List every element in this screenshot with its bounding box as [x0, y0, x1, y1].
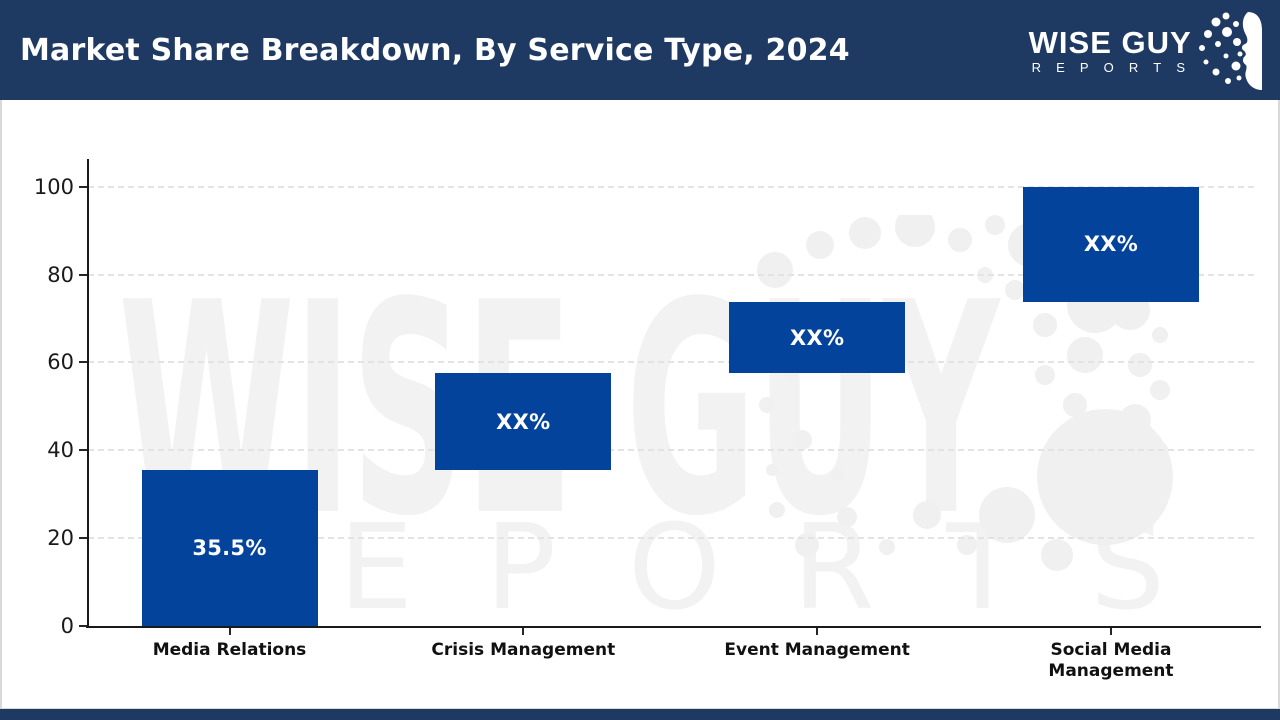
gridline	[88, 273, 1254, 276]
bar-value-label: XX%	[789, 325, 845, 350]
y-tick-mark	[79, 185, 87, 188]
category-label: Event Management	[724, 640, 910, 660]
logo-subtext: R E P O R T S	[1031, 59, 1192, 75]
y-tick-label: 0	[60, 614, 74, 638]
x-tick-mark	[228, 628, 231, 635]
wiseguy-logo: WISE GUY R E P O R T S	[1029, 10, 1262, 90]
chart-title: Market Share Breakdown, By Service Type,…	[20, 32, 850, 68]
y-tick-mark	[79, 449, 87, 452]
y-axis-line	[87, 159, 89, 628]
logo-text: WISE GUY R E P O R T S	[1029, 27, 1192, 74]
bar-segment: XX%	[1022, 186, 1199, 303]
y-tick-mark	[79, 537, 87, 540]
y-tick-label: 100	[33, 174, 74, 199]
bar-segment: XX%	[435, 373, 612, 471]
y-tick-label: 40	[47, 438, 74, 463]
y-tick-label: 60	[47, 350, 74, 375]
header: Market Share Breakdown, By Service Type,…	[0, 0, 1280, 100]
bar-segment: XX%	[729, 302, 906, 374]
x-tick-mark	[522, 628, 525, 635]
x-tick-mark	[1109, 628, 1112, 635]
gridline	[88, 449, 1254, 452]
y-tick-label: 80	[47, 262, 74, 287]
logo-face-icon	[1199, 12, 1262, 90]
gridline	[88, 361, 1254, 364]
category-label: Crisis Management	[431, 640, 616, 660]
category-label: Social Media Management	[1048, 640, 1174, 681]
y-tick-mark	[79, 625, 87, 627]
y-tick-label: 20	[47, 526, 74, 551]
x-tick-mark	[816, 628, 819, 635]
bar-value-label: XX%	[1083, 232, 1139, 257]
y-tick-mark	[79, 273, 87, 276]
y-tick-mark	[79, 361, 87, 364]
gridline	[88, 537, 1254, 540]
bar-segment: 35.5%	[141, 470, 318, 626]
bar-value-label: 35.5%	[192, 536, 267, 560]
category-label: Media Relations	[152, 640, 307, 660]
bar-value-label: XX%	[496, 409, 551, 434]
logo-wordmark: WISE GUY	[1028, 24, 1192, 60]
footer-bar	[0, 709, 1280, 720]
gridline	[88, 185, 1254, 188]
x-axis-line	[86, 626, 1261, 628]
